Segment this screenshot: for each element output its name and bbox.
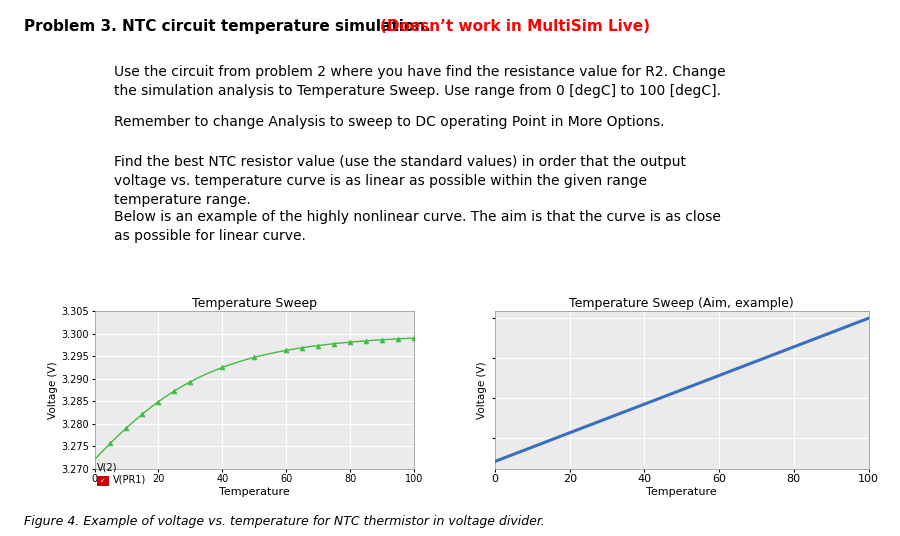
Text: (Doesn’t work in MultiSim Live): (Doesn’t work in MultiSim Live) <box>380 19 650 34</box>
Title: Temperature Sweep (Aim, example): Temperature Sweep (Aim, example) <box>570 297 794 310</box>
X-axis label: Temperature: Temperature <box>219 487 290 497</box>
Text: Problem 3. NTC circuit temperature simulation.: Problem 3. NTC circuit temperature simul… <box>24 19 436 34</box>
Text: Find the best NTC resistor value (use the standard values) in order that the out: Find the best NTC resistor value (use th… <box>114 155 687 207</box>
Text: Figure 4. Example of voltage vs. temperature for NTC thermistor in voltage divid: Figure 4. Example of voltage vs. tempera… <box>24 515 545 528</box>
Y-axis label: Voltage (V): Voltage (V) <box>477 361 487 419</box>
Text: Below is an example of the highly nonlinear curve. The aim is that the curve is : Below is an example of the highly nonlin… <box>114 210 721 243</box>
Y-axis label: Voltage (V): Voltage (V) <box>49 361 58 419</box>
Title: Temperature Sweep: Temperature Sweep <box>192 297 317 310</box>
Text: Use the circuit from problem 2 where you have find the resistance value for R2. : Use the circuit from problem 2 where you… <box>114 65 726 98</box>
Text: V(2): V(2) <box>97 463 118 472</box>
Text: V(PR1): V(PR1) <box>112 475 146 485</box>
Text: ✓: ✓ <box>100 478 106 484</box>
X-axis label: Temperature: Temperature <box>646 487 717 497</box>
Text: Remember to change Analysis to sweep to DC operating Point in More Options.: Remember to change Analysis to sweep to … <box>114 115 665 129</box>
